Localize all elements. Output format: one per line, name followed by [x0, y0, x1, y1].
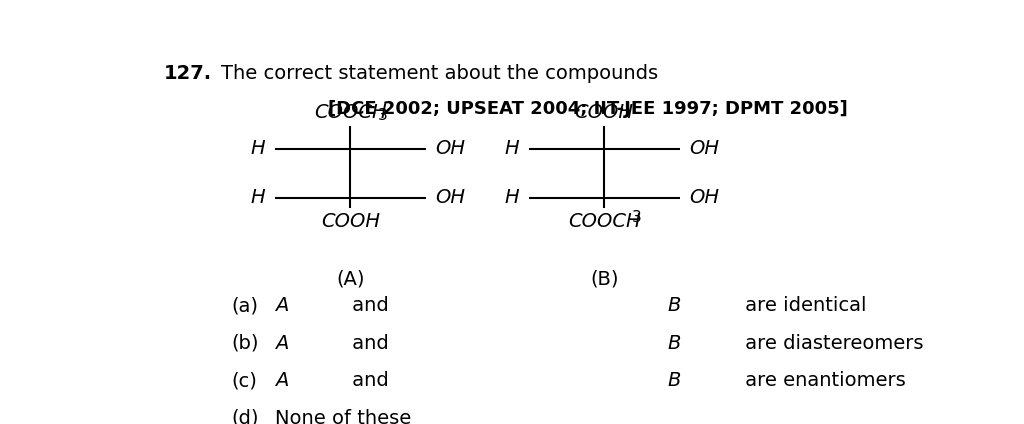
Text: A: A	[274, 334, 288, 353]
Text: (B): (B)	[590, 270, 618, 289]
Text: are diastereomers: are diastereomers	[738, 334, 924, 353]
Text: (c): (c)	[231, 371, 257, 390]
Text: 3: 3	[378, 109, 388, 123]
Text: A: A	[274, 371, 288, 390]
Text: COOCH: COOCH	[314, 103, 386, 122]
Text: 127.: 127.	[164, 64, 212, 83]
Text: (d): (d)	[231, 409, 259, 424]
Text: H: H	[505, 139, 519, 158]
Text: are enantiomers: are enantiomers	[738, 371, 905, 390]
Text: OH: OH	[435, 139, 465, 158]
Text: COOCH: COOCH	[568, 212, 640, 231]
Text: are identical: are identical	[738, 296, 866, 315]
Text: OH: OH	[689, 188, 719, 207]
Text: B: B	[668, 296, 681, 315]
Text: H: H	[251, 139, 265, 158]
Text: and: and	[346, 371, 394, 390]
Text: A: A	[274, 296, 288, 315]
Text: OH: OH	[435, 188, 465, 207]
Text: (a): (a)	[231, 296, 258, 315]
Text: COOH: COOH	[574, 103, 634, 122]
Text: and: and	[346, 334, 394, 353]
Text: H: H	[251, 188, 265, 207]
Text: None of these: None of these	[274, 409, 411, 424]
Text: (b): (b)	[231, 334, 259, 353]
Text: H: H	[505, 188, 519, 207]
Text: 3: 3	[632, 210, 642, 225]
Text: OH: OH	[689, 139, 719, 158]
Text: [DCE 2002; UPSEAT 2004; IIT-JEE 1997; DPMT 2005]: [DCE 2002; UPSEAT 2004; IIT-JEE 1997; DP…	[329, 100, 848, 118]
Text: and: and	[346, 296, 394, 315]
Text: (A): (A)	[336, 270, 365, 289]
Text: The correct statement about the compounds: The correct statement about the compound…	[221, 64, 665, 83]
Text: COOH: COOH	[321, 212, 380, 231]
Text: B: B	[668, 371, 681, 390]
Text: B: B	[668, 334, 681, 353]
